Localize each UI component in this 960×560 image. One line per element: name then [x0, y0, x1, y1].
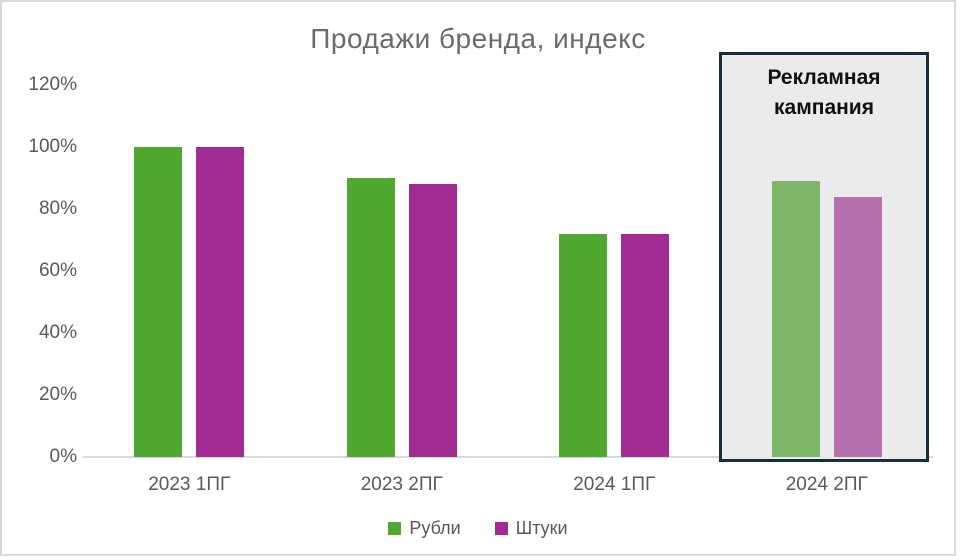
bar-рубли-2023-2пг: [346, 178, 395, 457]
bar-штуки-2023-2пг: [408, 184, 457, 457]
y-axis-tick: 40%: [38, 322, 77, 343]
legend-swatch-рубли: [388, 522, 402, 535]
bar-рубли-2024-2пг: [771, 181, 820, 457]
x-axis-label: 2023 1ПГ: [148, 474, 231, 495]
bar-рубли-2024-1пг: [559, 234, 608, 457]
bar-group-3: [508, 85, 721, 457]
legend-swatch-штуки: [494, 522, 508, 535]
campaign-annotation-box: Рекламная кампания: [719, 52, 929, 462]
legend-item-рубли: Рубли: [388, 518, 461, 539]
bar-штуки-2023-1пг: [196, 147, 245, 457]
bar-group-2: [296, 85, 509, 457]
bar-штуки-2024-2пг: [833, 197, 882, 457]
y-axis-tick: 20%: [38, 384, 77, 405]
bar-штуки-2024-1пг: [621, 234, 670, 457]
campaign-annotation-label: Рекламная кампания: [767, 66, 881, 119]
y-axis-tick: 60%: [38, 260, 77, 281]
plot-area: [83, 85, 933, 457]
legend-label: Штуки: [515, 518, 568, 538]
x-axis-label: 2023 2ПГ: [360, 474, 443, 495]
y-axis: 120% 100% 80% 60% 40% 20% 0%: [2, 2, 77, 554]
legend-label: Рубли: [409, 518, 461, 538]
chart-title: Продажи бренда, индекс: [310, 23, 646, 54]
y-axis-tick: 120%: [28, 74, 77, 95]
x-axis-label: 2024 2ПГ: [785, 474, 868, 495]
y-axis-tick: 0%: [49, 446, 77, 467]
y-axis-tick: 80%: [38, 198, 77, 219]
y-axis-tick: 100%: [28, 136, 77, 157]
bar-рубли-2023-1пг: [134, 147, 183, 457]
x-axis-label: 2024 1ПГ: [573, 474, 656, 495]
bar-group-1: [83, 85, 296, 457]
legend-item-штуки: Штуки: [494, 518, 568, 539]
bar-group-4: [721, 85, 934, 457]
legend: Рубли Штуки: [2, 518, 954, 539]
x-axis: 2023 1ПГ 2023 2ПГ 2024 1ПГ 2024 2ПГ: [83, 474, 933, 496]
x-axis-line: [83, 456, 933, 458]
